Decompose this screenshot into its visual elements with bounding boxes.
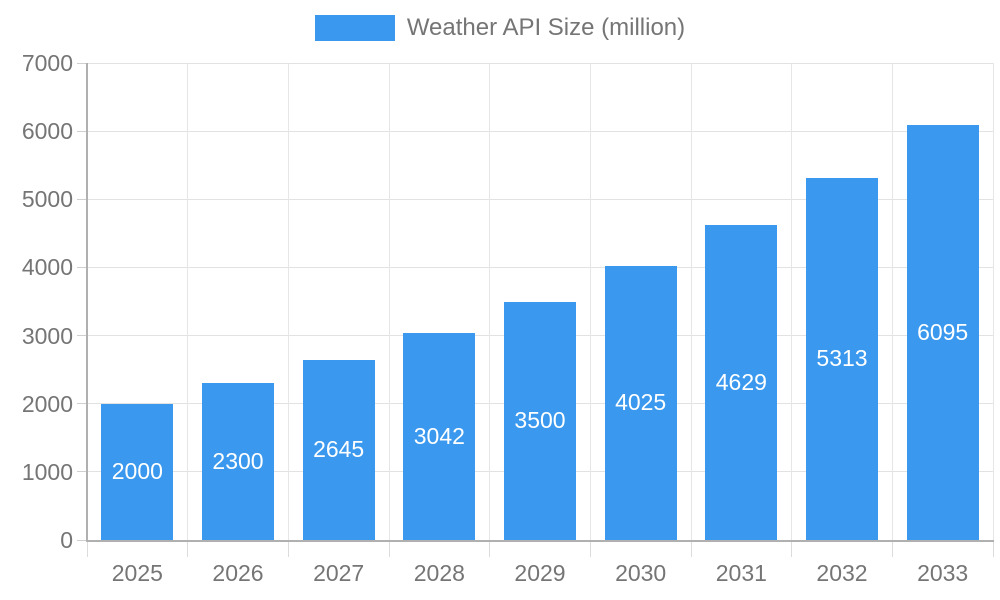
bar: 3500 [504,301,576,540]
gridline-vertical [489,63,491,540]
bar-value-label: 2300 [212,448,264,475]
x-axis-tick [992,542,994,557]
y-axis-tick-label: 7000 [21,50,73,76]
bar: 2645 [302,359,375,540]
bar-value-label: 3042 [413,422,465,449]
y-axis-tick-label: 4000 [21,254,73,281]
x-axis-tick [388,542,390,557]
bar: 2300 [202,383,274,540]
bar: 3042 [403,332,476,540]
x-axis-tick [489,542,491,557]
y-axis-tick [77,335,87,337]
legend: Weather API Size (million) [0,14,1000,42]
y-axis-tick-label: 2000 [21,390,73,417]
gridline-horizontal [87,198,993,200]
y-axis-tick-label: 5000 [21,186,73,213]
x-axis-category-label: 2033 [917,560,969,586]
x-axis-category-label: 2026 [212,560,264,586]
bar: 2000 [101,403,174,540]
gridline-vertical [791,63,793,540]
y-axis-tick-label: 3000 [21,322,73,349]
gridline-vertical [891,63,893,540]
x-axis-category-label: 2032 [816,560,868,586]
x-axis-category-label: 2030 [615,560,667,586]
y-axis-tick-label: 0 [60,527,73,553]
y-axis-tick [77,471,87,473]
x-axis-category-label: 2025 [111,560,163,586]
x-axis-category-label: 2028 [413,560,465,586]
x-axis-category-label: 2031 [715,560,767,586]
gridline-vertical [690,63,692,540]
y-axis-tick [77,62,87,64]
bar-value-label: 3500 [514,407,566,434]
y-axis-tick [77,130,87,132]
bar: 6095 [906,124,979,540]
gridline-horizontal [87,130,993,132]
gridline-vertical [187,63,189,540]
x-axis-tick [690,542,692,557]
x-axis-tick [891,542,893,557]
x-axis-line [86,540,994,542]
x-axis-category-label: 2029 [514,560,566,586]
bar-value-label: 2645 [313,436,365,463]
legend-label: Weather API Size (million) [406,14,686,41]
gridline-vertical [287,63,289,540]
y-axis-line [86,63,88,542]
x-axis-tick [187,542,189,557]
gridline-vertical [589,63,591,540]
x-axis-tick [791,542,793,557]
gridline-horizontal [87,62,993,64]
y-axis-tick [77,403,87,405]
bar-value-label: 6095 [917,318,969,345]
y-axis-tick [77,539,87,541]
y-axis-tick-label: 6000 [21,118,73,145]
bar-value-label: 5313 [816,345,868,372]
bar-value-label: 4629 [715,368,767,395]
x-axis-category-label: 2027 [313,560,365,586]
x-axis-tick [86,542,88,557]
y-axis-tick-label: 1000 [21,458,73,485]
x-axis-tick [287,542,289,557]
bar: 5313 [806,177,878,540]
bar-value-label: 2000 [111,458,163,485]
bar: 4025 [604,265,677,540]
bar: 4629 [705,224,778,540]
legend-swatch [314,15,395,41]
gridline-vertical [388,63,390,540]
y-axis-tick [77,266,87,268]
x-axis-tick [589,542,591,557]
y-axis-tick [77,198,87,200]
gridline-horizontal [87,266,993,268]
gridline-vertical [992,63,994,540]
bar-value-label: 4025 [615,389,667,416]
